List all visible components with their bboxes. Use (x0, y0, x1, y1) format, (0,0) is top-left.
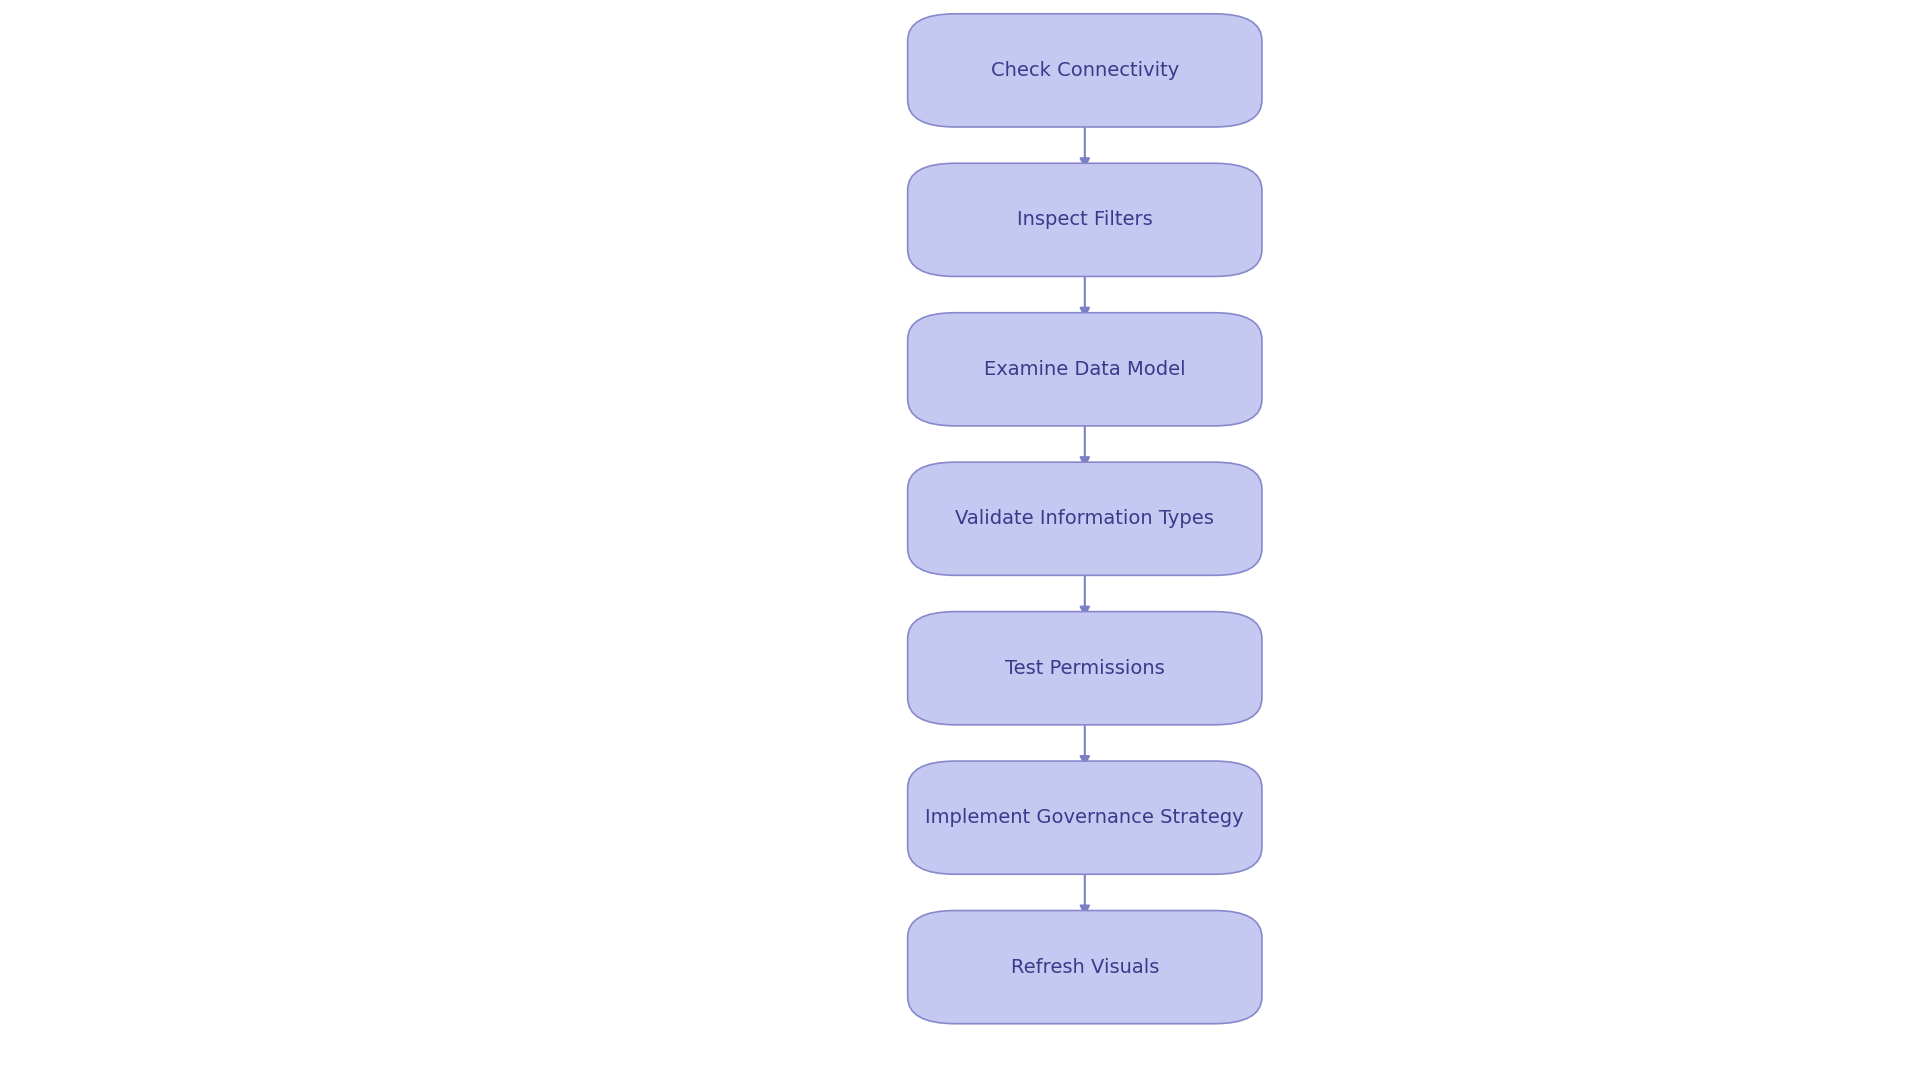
FancyBboxPatch shape (908, 164, 1261, 276)
Text: Test Permissions: Test Permissions (1004, 658, 1165, 678)
FancyBboxPatch shape (908, 911, 1261, 1023)
FancyBboxPatch shape (908, 14, 1261, 127)
FancyBboxPatch shape (908, 761, 1261, 874)
Text: Check Connectivity: Check Connectivity (991, 61, 1179, 80)
Text: Refresh Visuals: Refresh Visuals (1010, 957, 1160, 977)
Text: Implement Governance Strategy: Implement Governance Strategy (925, 808, 1244, 827)
FancyBboxPatch shape (908, 612, 1261, 725)
FancyBboxPatch shape (908, 313, 1261, 426)
Text: Validate Information Types: Validate Information Types (956, 509, 1213, 529)
Text: Examine Data Model: Examine Data Model (983, 360, 1187, 379)
Text: Inspect Filters: Inspect Filters (1018, 210, 1152, 230)
FancyBboxPatch shape (908, 462, 1261, 575)
